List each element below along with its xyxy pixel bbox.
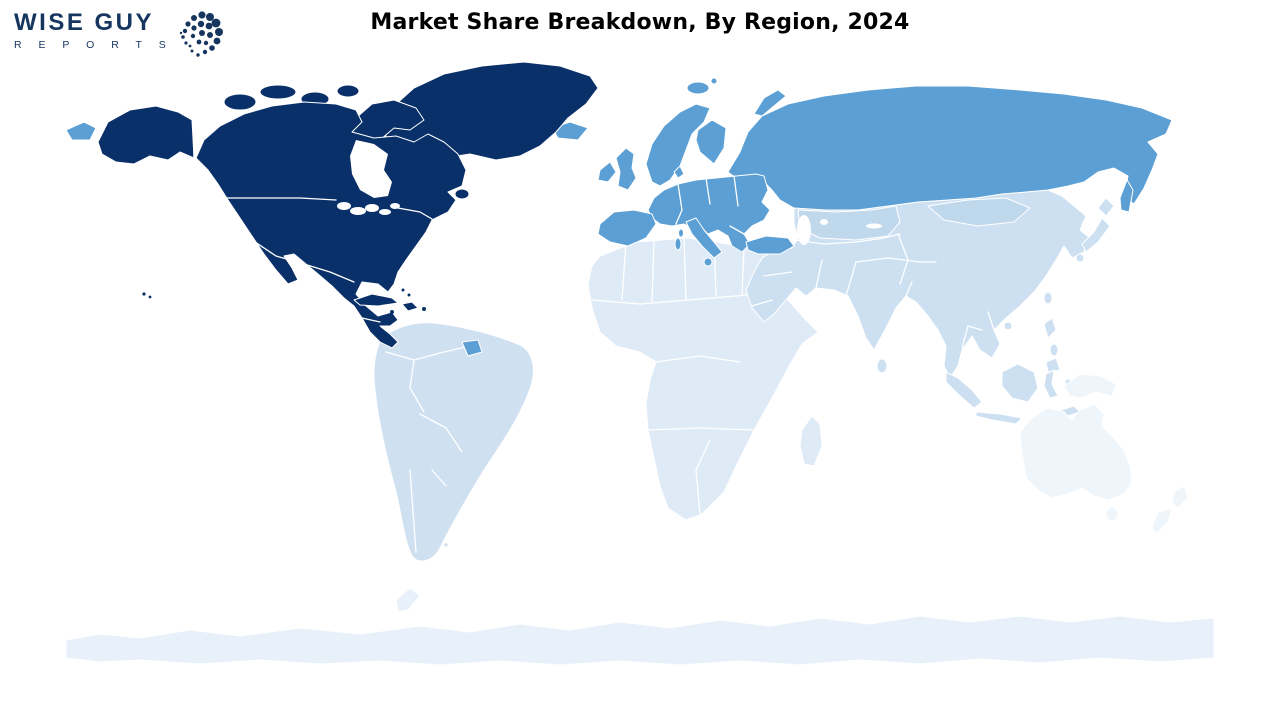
hudson-bay-and-great-lakes (337, 140, 400, 215)
caribbean-and-hawaii-islands (142, 288, 426, 314)
hainan (1003, 321, 1013, 331)
borneo (1001, 363, 1039, 403)
novaya-zemlya (753, 89, 787, 117)
region-north-america (97, 61, 599, 349)
sumatra (945, 371, 983, 409)
japan-hokkaido (1097, 197, 1115, 217)
french-guiana (461, 339, 483, 357)
cuba (353, 293, 399, 307)
italy (685, 217, 723, 259)
region-antarctica (65, 587, 1215, 666)
svalbard (686, 81, 710, 95)
region-south-america (373, 322, 534, 562)
arctic-island (223, 93, 257, 111)
sardinia (674, 237, 682, 251)
japan-honshu (1081, 217, 1111, 253)
sicily (703, 257, 713, 267)
java (975, 411, 1023, 425)
philippines-mindanao (1045, 357, 1061, 373)
africa-country-borders (591, 237, 771, 515)
sulawesi (1043, 369, 1059, 399)
taiwan (1043, 291, 1053, 305)
kazakhstan (797, 205, 901, 241)
chukotka-fragment (65, 121, 97, 141)
madagascar (799, 415, 823, 467)
south-america-mainland (373, 322, 534, 562)
hispaniola (401, 301, 419, 312)
south-america-country-borders (385, 345, 471, 553)
newfoundland (454, 188, 470, 200)
europe-country-borders (675, 175, 745, 235)
sri-lanka (876, 358, 888, 374)
logo-subtext: R E P O R T S (14, 39, 173, 51)
dotted-head-icon (179, 11, 223, 57)
mongolia (927, 197, 1031, 227)
new-zealand-south (1151, 507, 1173, 535)
new-zealand-north (1171, 485, 1189, 509)
north-america-country-borders (193, 117, 433, 323)
denmark (673, 165, 685, 179)
falkland-islands (443, 542, 449, 548)
finland (695, 119, 727, 165)
logo-wordmark: WISE GUY (14, 9, 155, 36)
chart-title: Market Share Breakdown, By Region, 2024 (370, 10, 910, 35)
ireland (597, 161, 617, 183)
philippines-luzon (1043, 317, 1057, 339)
north-america-mainland (195, 101, 467, 349)
svalbard-2 (710, 77, 718, 85)
great-britain (615, 147, 637, 191)
scandinavia (645, 103, 711, 187)
region-europe-russia (65, 77, 1173, 357)
russia (727, 85, 1173, 211)
arctic-island-4 (336, 84, 360, 98)
wise-guy-reports-logo: WISE GUY R E P O R T S (14, 10, 227, 60)
new-guinea (1063, 373, 1117, 399)
alaska (97, 105, 195, 165)
tasmania (1105, 506, 1119, 522)
caspian-aral-balkhash-lakes (797, 215, 882, 245)
australia (1019, 403, 1133, 501)
sakhalin (1119, 179, 1134, 213)
iberia (597, 209, 657, 247)
japan-kyushu (1075, 253, 1085, 263)
region-oceania (1019, 373, 1189, 535)
asia-country-borders (751, 233, 995, 349)
arctic-island-2 (259, 84, 297, 100)
region-asia (745, 189, 1115, 425)
corsica (678, 228, 684, 238)
turkey (745, 235, 795, 255)
philippines-visayas (1049, 343, 1059, 357)
